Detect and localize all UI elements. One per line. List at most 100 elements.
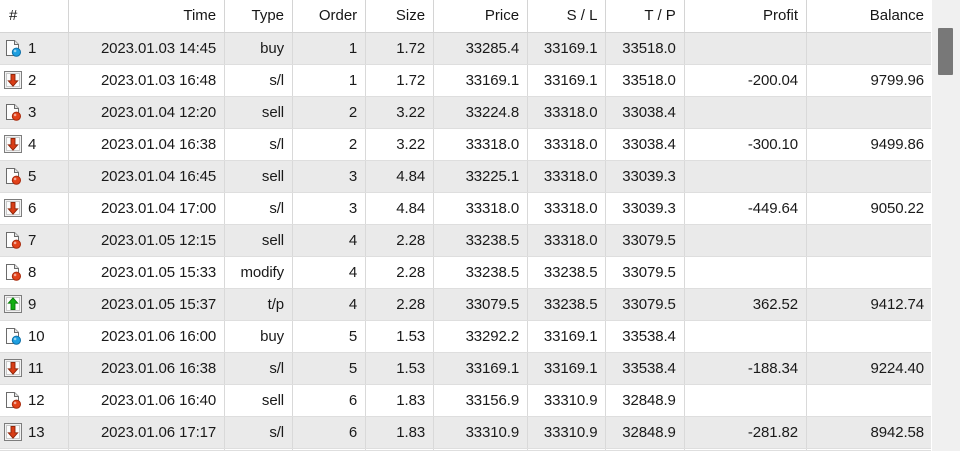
column-header-balance[interactable]: Balance — [806, 0, 931, 33]
table-row[interactable]: 5 2023.01.04 16:45 sell 3 4.84 33225.1 33318.0… — [0, 160, 931, 193]
column-header-price[interactable]: Price — [433, 0, 529, 33]
cell-stoploss: 33310.9 — [527, 416, 607, 449]
cell-stoploss: 33318.0 — [527, 96, 607, 129]
trade-journal-table: # Time Type Order Size Price S / L T / P… — [0, 0, 931, 451]
column-header-size[interactable]: Size — [365, 0, 435, 33]
cell-profit — [684, 320, 808, 353]
table-row[interactable]: 3 2023.01.04 12:20 sell 2 3.22 33224.8 33318.0… — [0, 96, 931, 129]
column-header-stoploss[interactable]: S / L — [527, 0, 607, 33]
cell-size: 4.84 — [365, 192, 435, 225]
cell-row-number: 11 — [0, 352, 70, 385]
table-row[interactable]: 142023.01.11 14:25buy75.9633729.933699.9… — [0, 448, 931, 451]
table-row[interactable]: 7 2023.01.05 12:15 sell 4 2.28 33238.5 33318.0… — [0, 224, 931, 257]
cell-type: s/l — [224, 128, 294, 161]
table-row[interactable]: 6 2023.01.04 17:00 s/l 3 4.84 33318.0 33318.0 3… — [0, 192, 931, 225]
cell-takeprofit: 33079.5 — [605, 224, 685, 257]
cell-balance — [806, 160, 931, 193]
scrollbar-thumb[interactable] — [938, 28, 953, 75]
cell-row-number: 8 — [0, 256, 70, 289]
cell-stoploss: 33238.5 — [527, 288, 607, 321]
table-row[interactable]: 8 2023.01.05 15:33 modify 4 2.28 33238.5 33238… — [0, 256, 931, 289]
row-number-label: 5 — [28, 167, 37, 185]
cell-time: 2023.01.05 15:33 — [68, 256, 226, 289]
cell-time: 2023.01.03 16:48 — [68, 64, 226, 97]
column-header-type[interactable]: Type — [224, 0, 294, 33]
cell-takeprofit: 33538.4 — [605, 352, 685, 385]
cell-balance: 8942.58 — [806, 416, 931, 449]
cell-order: 6 — [292, 416, 367, 449]
cell-type: sell — [224, 96, 294, 129]
cell-price: 33238.5 — [433, 224, 529, 257]
arrow-down-red-box-icon — [3, 134, 23, 154]
column-header-takeprofit[interactable]: T / P — [605, 0, 685, 33]
table-row[interactable]: 11 2023.01.06 16:38 s/l 5 1.53 33169.1 33169.1… — [0, 352, 931, 385]
table-row[interactable]: 10 2023.01.06 16:00 buy 5 1.53 33292.2 33169.1… — [0, 320, 931, 353]
cell-stoploss: 33318.0 — [527, 128, 607, 161]
cell-size: 4.84 — [365, 160, 435, 193]
cell-order: 4 — [292, 224, 367, 257]
cell-price: 33318.0 — [433, 128, 529, 161]
cell-type: buy — [224, 320, 294, 353]
cell-size: 3.22 — [365, 128, 435, 161]
column-header-profit[interactable]: Profit — [684, 0, 808, 33]
cell-price: 33318.0 — [433, 192, 529, 225]
table-row[interactable]: 13 2023.01.06 17:17 s/l 6 1.83 33310.9 33310.9… — [0, 416, 931, 449]
arrow-up-green-box-icon — [3, 294, 23, 314]
row-number-label: 7 — [28, 231, 37, 249]
document-red-dot-icon — [3, 262, 23, 282]
cell-stoploss: 33318.0 — [527, 160, 607, 193]
cell-stoploss: 33238.5 — [527, 256, 607, 289]
cell-price: 33169.1 — [433, 352, 529, 385]
cell-profit: -449.64 — [684, 192, 808, 225]
cell-profit: -300.10 — [684, 128, 808, 161]
table-row[interactable]: 12 2023.01.06 16:40 sell 6 1.83 33156.9 33310.… — [0, 384, 931, 417]
cell-time: 2023.01.06 17:17 — [68, 416, 226, 449]
cell-order: 5 — [292, 320, 367, 353]
cell-time: 2023.01.05 15:37 — [68, 288, 226, 321]
cell-type: sell — [224, 384, 294, 417]
cell-takeprofit: 33518.0 — [605, 32, 685, 65]
cell-stoploss: 33169.1 — [527, 32, 607, 65]
cell-order: 2 — [292, 128, 367, 161]
cell-time: 2023.01.06 16:40 — [68, 384, 226, 417]
vertical-scrollbar[interactable] — [931, 0, 960, 451]
table-row[interactable]: 4 2023.01.04 16:38 s/l 2 3.22 33318.0 33318.0 3… — [0, 128, 931, 161]
document-red-dot-icon — [3, 102, 23, 122]
cell-time: 2023.01.06 16:38 — [68, 352, 226, 385]
cell-profit: -188.34 — [684, 352, 808, 385]
cell-takeprofit: 33538.4 — [605, 320, 685, 353]
cell-takeprofit: 33518.0 — [605, 64, 685, 97]
journal-table-scroll-area[interactable]: # Time Type Order Size Price S / L T / P… — [0, 0, 931, 451]
cell-price: 33156.9 — [433, 384, 529, 417]
cell-order: 4 — [292, 288, 367, 321]
cell-profit — [684, 384, 808, 417]
row-number-label: 12 — [28, 391, 45, 409]
row-number-label: 6 — [28, 199, 37, 217]
cell-price: 33079.5 — [433, 288, 529, 321]
table-row[interactable]: 1 2023.01.03 14:45 buy 1 1.72 33285.4 33169.1 3… — [0, 32, 931, 65]
cell-balance: 9799.96 — [806, 64, 931, 97]
cell-stoploss: 33169.1 — [527, 320, 607, 353]
column-header-num[interactable]: # — [0, 0, 70, 33]
cell-size: 1.72 — [365, 32, 435, 65]
cell-type: buy — [224, 448, 294, 451]
column-header-order[interactable]: Order — [292, 0, 367, 33]
column-header-time[interactable]: Time — [68, 0, 226, 33]
table-row[interactable]: 9 2023.01.05 15:37 t/p 4 2.28 33079.5 33238.5 3… — [0, 288, 931, 321]
table-row[interactable]: 2 2023.01.03 16:48 s/l 1 1.72 33169.1 33169.1 3… — [0, 64, 931, 97]
cell-order: 1 — [292, 32, 367, 65]
cell-time: 2023.01.04 12:20 — [68, 96, 226, 129]
cell-price: 33238.5 — [433, 256, 529, 289]
row-number-label: 10 — [28, 327, 45, 345]
cell-order: 3 — [292, 160, 367, 193]
row-number-label: 13 — [28, 423, 45, 441]
cell-balance — [806, 448, 931, 451]
cell-type: s/l — [224, 192, 294, 225]
cell-row-number: 14 — [0, 448, 70, 451]
cell-type: s/l — [224, 352, 294, 385]
cell-time: 2023.01.04 17:00 — [68, 192, 226, 225]
cell-balance: 9499.86 — [806, 128, 931, 161]
cell-balance — [806, 256, 931, 289]
cell-type: modify — [224, 256, 294, 289]
cell-size: 5.96 — [365, 448, 435, 451]
